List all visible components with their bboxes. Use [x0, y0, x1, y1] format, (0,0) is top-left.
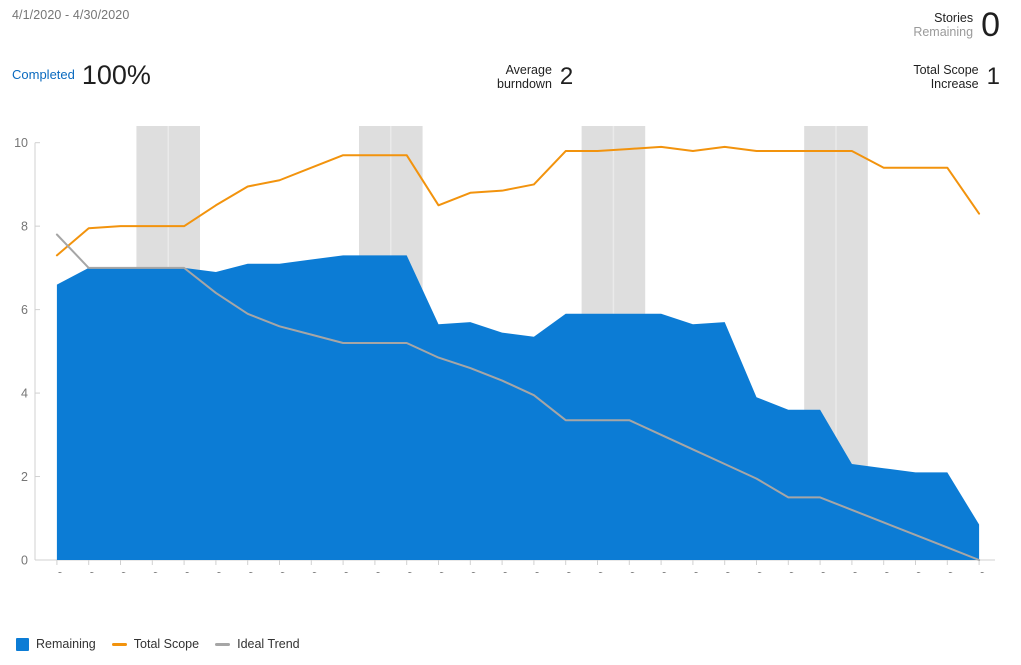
stat-completed-label[interactable]: Completed — [12, 67, 75, 82]
y-axis-tick-label: 8 — [21, 220, 28, 234]
legend-item[interactable]: Total Scope — [111, 637, 200, 651]
legend-swatch-icon — [111, 642, 127, 646]
x-axis-tick-label: 4/13/2020 — [407, 570, 450, 573]
x-axis-tick-label: 4/22/2020 — [693, 570, 736, 573]
x-axis-tick-label: 4/28/2020 — [884, 570, 927, 573]
legend-swatch-icon — [215, 642, 231, 646]
x-axis-tick-label: 4/4/2020 — [125, 570, 164, 573]
series-layer — [55, 145, 981, 561]
x-axis-tick-label: 4/27/2020 — [852, 570, 895, 573]
x-axis-tick-label: 4/14/2020 — [438, 570, 481, 573]
legend-item[interactable]: Remaining — [16, 637, 96, 651]
chart-legend: Remaining Total Scope Ideal Trend — [16, 637, 300, 651]
x-axis-tick-label: 4/20/2020 — [629, 570, 672, 573]
stat-total-scope-increase: Total Scope Increase 1 — [913, 62, 1000, 92]
stat-completed: Completed 100% — [12, 60, 151, 90]
x-axis-tick-label: 4/21/2020 — [661, 570, 704, 573]
y-axis-tick-label: 10 — [14, 136, 28, 150]
stat-total-scope-increase-label-line2: Increase — [930, 77, 979, 91]
x-axis-tick-label: 4/7/2020 — [220, 570, 259, 573]
legend-swatch-icon — [16, 637, 29, 651]
series-line-total-scope — [55, 145, 981, 257]
date-range-label: 4/1/2020 - 4/30/2020 — [12, 8, 130, 22]
x-axis-tick-label: 4/15/2020 — [470, 570, 513, 573]
stat-completed-value: 100% — [81, 60, 151, 90]
x-axis-tick-label: 4/1/2020 — [29, 570, 68, 573]
stat-average-burndown: Average burndown 2 — [497, 62, 573, 92]
stat-total-scope-increase-value: 1 — [986, 63, 1000, 90]
x-axis-tick-label: 4/12/2020 — [375, 570, 418, 573]
x-axis-tick-label: 4/5/2020 — [156, 570, 195, 573]
legend-item-label: Remaining — [36, 637, 96, 651]
x-axis-tick-label: 4/8/2020 — [252, 570, 291, 573]
legend-item-label: Ideal Trend — [237, 637, 300, 651]
stat-average-burndown-value: 2 — [559, 63, 574, 90]
x-axis-tick-label: 4/2/2020 — [61, 570, 100, 573]
stat-total-scope-increase-label-line1: Total Scope — [913, 63, 979, 77]
x-axis-tick-label: 4/30/2020 — [947, 570, 990, 573]
x-axis-tick-label: 4/19/2020 — [597, 570, 640, 573]
x-axis-tick-label: 4/25/2020 — [788, 570, 831, 573]
y-axis-tick-label: 2 — [21, 470, 28, 484]
x-axis: 4/1/20204/2/20204/3/20204/4/20204/5/2020… — [29, 559, 995, 573]
y-axis-tick-label: 4 — [21, 387, 28, 401]
x-axis-tick-label: 4/10/2020 — [311, 570, 354, 573]
x-axis-tick-label: 4/24/2020 — [756, 570, 799, 573]
x-axis-tick-label: 4/9/2020 — [284, 570, 323, 573]
burndown-chart-svg: 0 2 4 6 8 10 4/1/20204/2/20204/3/20204/4/2020… — [14, 126, 995, 573]
x-axis-tick-label: 4/6/2020 — [188, 570, 227, 573]
x-axis-tick-label: 4/23/2020 — [725, 570, 768, 573]
y-axis-tick-label: 0 — [21, 554, 28, 568]
stat-average-burndown-label: Average burndown — [497, 63, 552, 91]
x-axis-tick-label: 4/11/2020 — [344, 570, 387, 573]
stat-average-burndown-label-line1: Average — [505, 63, 552, 77]
stat-stories-remaining: Stories Remaining 0 — [913, 6, 1000, 44]
legend-item[interactable]: Ideal Trend — [215, 637, 300, 651]
y-axis-tick-label: 6 — [21, 303, 28, 317]
stat-stories-remaining-label-line1: Stories — [934, 11, 974, 25]
x-axis-tick-label: 4/3/2020 — [93, 570, 132, 573]
y-axis: 0 2 4 6 8 10 — [14, 136, 40, 568]
stat-average-burndown-label-line2: burndown — [497, 77, 552, 91]
x-axis-tick-label: 4/16/2020 — [502, 570, 545, 573]
stat-stories-remaining-label-line2: Remaining — [913, 25, 974, 39]
x-axis-tick-label: 4/18/2020 — [566, 570, 609, 573]
legend-item-label: Total Scope — [133, 637, 200, 651]
x-axis-tick-label: 4/26/2020 — [820, 570, 863, 573]
series-line-ideal-trend — [55, 233, 981, 561]
series-area-remaining — [56, 255, 980, 560]
stat-total-scope-increase-label: Total Scope Increase — [913, 63, 978, 91]
x-axis-tick-label: 4/29/2020 — [915, 570, 958, 573]
stat-stories-remaining-label: Stories Remaining — [913, 11, 973, 39]
stat-stories-remaining-value: 0 — [981, 6, 1000, 44]
burndown-chart: 0 2 4 6 8 10 4/1/20204/2/20204/3/20204/4/2020… — [0, 118, 1021, 573]
x-axis-tick-label: 4/17/2020 — [534, 570, 577, 573]
